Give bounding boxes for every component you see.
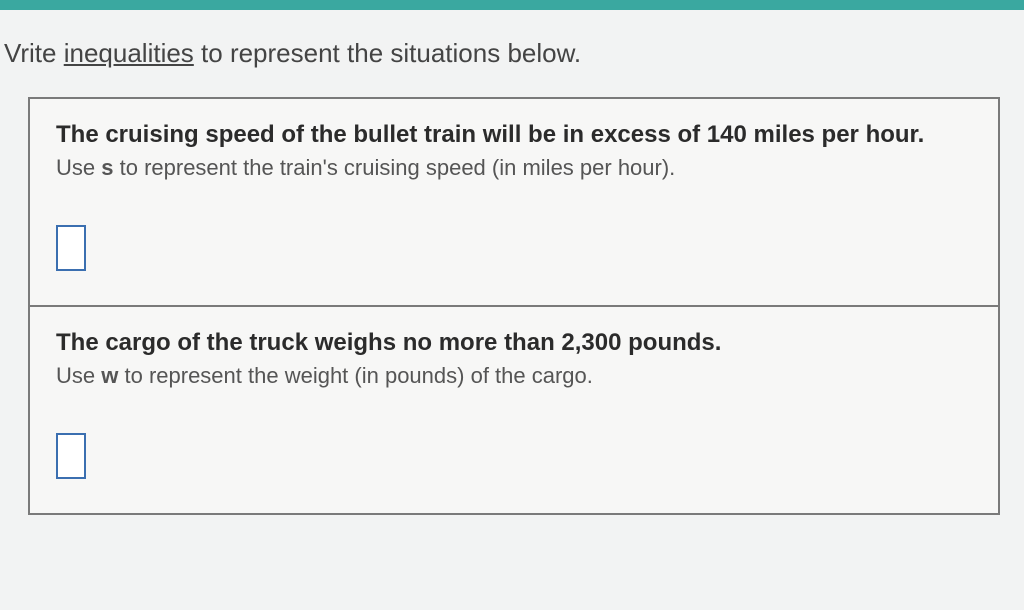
problem-2-sub-suffix: to represent the weight (in pounds) of t…: [118, 363, 593, 388]
problem-2-answer-input[interactable]: [56, 433, 86, 479]
instruction-line: Vrite inequalities to represent the situ…: [0, 38, 1000, 69]
problem-1-sub-prefix: Use: [56, 155, 101, 180]
problem-2-sub-prefix: Use: [56, 363, 101, 388]
content-area: Vrite inequalities to represent the situ…: [0, 10, 1024, 515]
problem-1-answer-input[interactable]: [56, 225, 86, 271]
top-accent-bar: [0, 0, 1024, 10]
problem-2-variable: w: [101, 363, 118, 388]
problem-1: The cruising speed of the bullet train w…: [30, 99, 998, 305]
instruction-suffix: to represent the situations below.: [194, 38, 581, 68]
problem-1-variable: s: [101, 155, 113, 180]
problems-container: The cruising speed of the bullet train w…: [28, 97, 1000, 515]
problem-1-bold: The cruising speed of the bullet train w…: [56, 119, 972, 151]
instruction-underlined: inequalities: [64, 38, 194, 68]
problem-2: The cargo of the truck weighs no more th…: [30, 305, 998, 513]
instruction-prefix: Vrite: [4, 38, 64, 68]
problem-2-sub: Use w to represent the weight (in pounds…: [56, 361, 972, 391]
problem-2-answer-area: [56, 433, 972, 479]
problem-1-sub: Use s to represent the train's cruising …: [56, 153, 972, 183]
problem-1-sub-suffix: to represent the train's cruising speed …: [114, 155, 676, 180]
problem-2-bold: The cargo of the truck weighs no more th…: [56, 327, 972, 359]
problem-1-answer-area: [56, 225, 972, 271]
